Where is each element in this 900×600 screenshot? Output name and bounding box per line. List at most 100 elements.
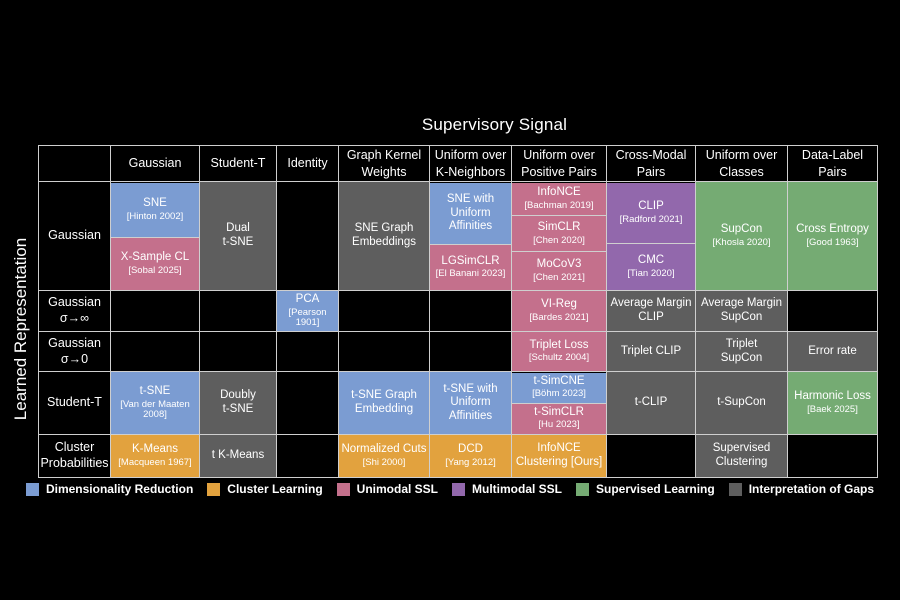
row-header: Gaussian σ→0 bbox=[38, 331, 111, 372]
method-cell bbox=[199, 331, 277, 372]
legend-label: Multimodal SSL bbox=[472, 482, 562, 496]
method-cell bbox=[429, 290, 512, 332]
column-header: Student-T bbox=[199, 145, 277, 182]
method-cell: t-SNE Graph Embedding bbox=[338, 371, 430, 435]
method-cell bbox=[276, 371, 339, 435]
legend-label: Unimodal SSL bbox=[356, 482, 438, 496]
method-cell: t-SimCNE [Böhm 2023] t-SimCLR [Hu 2023] bbox=[511, 371, 607, 435]
method-citation: [Schultz 2004] bbox=[528, 352, 590, 364]
legend-item: Multimodal SSL bbox=[452, 482, 562, 496]
column-header: Data-Label Pairs bbox=[787, 145, 878, 182]
method-citation: [Hinton 2002] bbox=[126, 210, 184, 222]
method-subcell: MoCoV3 [Chen 2021] bbox=[512, 251, 606, 290]
method-name: t-SupCon bbox=[717, 396, 766, 409]
legend-swatch bbox=[728, 482, 742, 496]
method-name: t K-Means bbox=[211, 449, 265, 462]
row-header: Gaussian bbox=[38, 181, 111, 291]
method-cell: PCA [Pearson 1901] bbox=[276, 290, 339, 332]
method-name: CMC bbox=[637, 254, 665, 267]
method-cell: CLIP [Radford 2021] CMC [Tian 2020] bbox=[606, 181, 696, 291]
method-name: t-SimCNE bbox=[533, 374, 585, 387]
legend: Dimensionality Reduction Cluster Learning… bbox=[0, 479, 900, 499]
method-citation: [Shi 2000] bbox=[362, 456, 406, 468]
method-name: t-SNE with Uniform Affinities bbox=[443, 382, 498, 422]
method-name: SupCon bbox=[720, 223, 763, 236]
legend-item: Interpretation of Gaps bbox=[728, 482, 875, 496]
method-cell: t K-Means bbox=[199, 434, 277, 478]
method-name: DCD bbox=[458, 443, 483, 456]
method-name: Error rate bbox=[808, 344, 857, 357]
method-cell bbox=[338, 290, 430, 332]
legend-swatch bbox=[576, 482, 589, 496]
method-name: t-SNE bbox=[139, 385, 171, 398]
method-name: Triplet Loss bbox=[529, 338, 589, 351]
method-name: InfoNCE bbox=[537, 186, 581, 199]
method-name: t-SNE Graph Embedding bbox=[351, 389, 417, 415]
method-subcell: t-SimCNE [Böhm 2023] bbox=[512, 372, 606, 403]
method-citation: [Chen 2021] bbox=[533, 271, 585, 283]
method-name: t-CLIP bbox=[634, 396, 668, 409]
method-name: t-SimCLR bbox=[534, 405, 584, 418]
method-cell: SNE [Hinton 2002] X-Sample CL [Sobal 2025] bbox=[110, 181, 200, 291]
legend-swatch bbox=[207, 482, 221, 496]
method-name: Triplet CLIP bbox=[620, 344, 682, 357]
legend-swatch bbox=[452, 482, 465, 496]
method-name: Triplet SupCon bbox=[720, 337, 763, 364]
method-name: CLIP bbox=[638, 200, 664, 213]
method-subcell: SNE with Uniform Affinities bbox=[430, 182, 511, 245]
legend-label: Cluster Learning bbox=[227, 482, 323, 496]
legend-item: Dimensionality Reduction bbox=[25, 482, 194, 496]
method-subcell: CMC [Tian 2020] bbox=[607, 243, 695, 290]
column-header: Uniform over K-Neighbors bbox=[429, 145, 512, 182]
method-name: Average Margin SupCon bbox=[701, 297, 782, 323]
methods-matrix-table: Gaussian Student-T Identity Graph Kernel We… bbox=[38, 145, 878, 478]
method-cell: InfoNCE [Bachman 2019] SimCLR [Chen 2020] Mo… bbox=[511, 181, 607, 291]
method-cell: t-SupCon bbox=[695, 371, 788, 435]
method-subcell: InfoNCE [Bachman 2019] bbox=[512, 182, 606, 215]
method-cell: Triplet SupCon bbox=[695, 331, 788, 372]
method-citation: [Tian 2020] bbox=[627, 267, 675, 279]
method-citation: [Radford 2021] bbox=[619, 213, 683, 225]
method-subcell: X-Sample CL [Sobal 2025] bbox=[111, 236, 199, 290]
column-header: Cross-Modal Pairs bbox=[606, 145, 696, 182]
method-citation: [Macqueen 1967] bbox=[118, 456, 192, 468]
row-header: Cluster Probabilities bbox=[38, 434, 111, 478]
method-name: Harmonic Loss bbox=[794, 390, 871, 403]
method-cell: Triplet CLIP bbox=[606, 331, 696, 372]
method-cell: Triplet Loss [Schultz 2004] bbox=[511, 331, 607, 372]
method-name: MoCoV3 bbox=[536, 258, 582, 271]
method-cell: Error rate bbox=[787, 331, 878, 372]
legend-label: Interpretation of Gaps bbox=[748, 482, 875, 496]
method-cell bbox=[276, 181, 339, 291]
method-cell: Doubly t-SNE bbox=[199, 371, 277, 435]
column-header: Graph Kernel Weights bbox=[338, 145, 430, 182]
method-cell: Average Margin CLIP bbox=[606, 290, 696, 332]
method-cell: t-CLIP bbox=[606, 371, 696, 435]
method-cell: SupCon [Khosla 2020] bbox=[695, 181, 788, 291]
method-subcell: SimCLR [Chen 2020] bbox=[512, 214, 606, 252]
method-subcell: SNE [Hinton 2002] bbox=[111, 182, 199, 237]
column-header: Uniform over Classes bbox=[695, 145, 788, 182]
method-cell: Average Margin SupCon bbox=[695, 290, 788, 332]
method-citation: [Yang 2012] bbox=[445, 456, 496, 468]
legend-label: Dimensionality Reduction bbox=[45, 482, 194, 496]
method-cell bbox=[429, 331, 512, 372]
method-name: Dual t-SNE bbox=[222, 222, 254, 248]
method-cell: Dual t-SNE bbox=[199, 181, 277, 291]
method-name: LGSimCLR bbox=[441, 254, 500, 267]
method-cell bbox=[338, 331, 430, 372]
method-name: Cross Entropy bbox=[796, 223, 869, 236]
method-name: SimCLR bbox=[537, 220, 581, 233]
corner-cell bbox=[38, 145, 111, 182]
method-name: PCA bbox=[295, 293, 320, 306]
legend-label: Supervised Learning bbox=[596, 482, 715, 496]
legend-item: Unimodal SSL bbox=[336, 482, 438, 496]
method-cell bbox=[787, 434, 878, 478]
method-citation: [Bachman 2019] bbox=[524, 199, 594, 211]
method-cell: Cross Entropy [Good 1963] bbox=[787, 181, 878, 291]
method-subcell: CLIP [Radford 2021] bbox=[607, 182, 695, 244]
method-cell: DCD [Yang 2012] bbox=[429, 434, 512, 478]
method-cell: t-SNE with Uniform Affinities bbox=[429, 371, 512, 435]
method-citation: [Sobal 2025] bbox=[128, 264, 182, 276]
method-cell: K-Means [Macqueen 1967] bbox=[110, 434, 200, 478]
